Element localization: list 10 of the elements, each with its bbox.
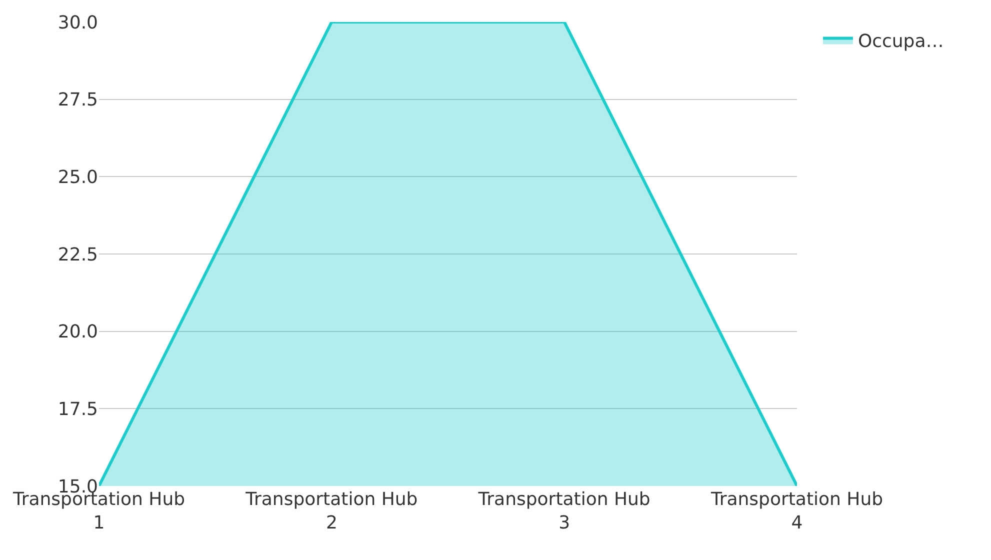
legend-label: Occupa… [858,31,944,52]
y-tick-label: 17.5 [58,398,98,420]
y-tick-label: 27.5 [58,90,98,111]
x-tick-label: Transportation Hub 4 [710,489,884,534]
y-tick-label: 30.0 [58,12,98,34]
x-tick-label: Transportation Hub 3 [477,489,650,534]
y-tick-label: 22.5 [58,244,98,266]
x-tick-label: Transportation Hub 2 [244,489,418,534]
y-tick-label: 25.0 [58,166,98,188]
y-tick-label: 20.0 [58,322,98,343]
